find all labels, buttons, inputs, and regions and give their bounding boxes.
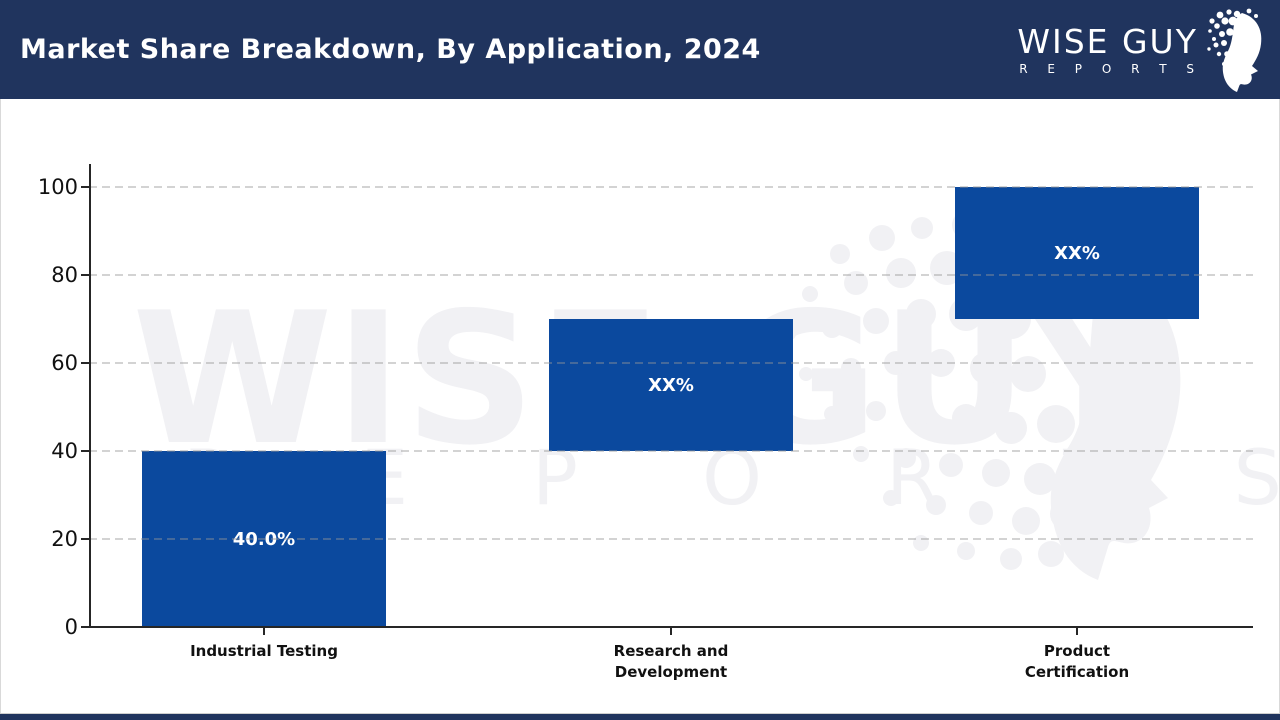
y-tick-mark-20 <box>81 538 89 540</box>
header: Market Share Breakdown, By Application, … <box>0 0 1280 99</box>
y-tick-label-60: 60 <box>51 351 78 375</box>
gridline-100 <box>89 186 1253 188</box>
gridline-60 <box>89 362 1253 364</box>
gridline-20 <box>89 538 1253 540</box>
y-tick-mark-0 <box>81 626 89 628</box>
logo-brand-subtitle: R E P O R T S <box>1019 61 1202 76</box>
x-tick-mark-2 <box>670 628 672 635</box>
y-tick-label-20: 20 <box>51 527 78 551</box>
x-axis-line <box>89 626 1253 628</box>
wiseguy-logo-text: WISE GUY R E P O R T S <box>1013 21 1202 77</box>
x-tick-mark-1 <box>263 628 265 635</box>
y-axis-line <box>89 164 91 628</box>
y-tick-mark-60 <box>81 362 89 364</box>
y-tick-label-40: 40 <box>51 439 78 463</box>
x-tick-label-1: Industrial Testing <box>190 642 338 660</box>
bar-value-label: XX% <box>648 374 694 396</box>
footer-bar <box>0 713 1280 720</box>
logo-brand-name: WISE GUY <box>1017 21 1198 61</box>
bar-value-label: XX% <box>1054 242 1100 264</box>
x-tick-label-3: Product Certification <box>1024 642 1130 681</box>
wiseguy-face-icon <box>1207 8 1262 92</box>
y-tick-label-0: 0 <box>64 615 78 639</box>
y-tick-label-80: 80 <box>51 263 78 287</box>
x-tick-label-2: Research and Development <box>613 642 729 681</box>
gridline-80 <box>89 274 1253 276</box>
y-tick-mark-40 <box>81 450 89 452</box>
y-tick-label-100: 100 <box>37 175 78 199</box>
bar-1: 40.0% <box>142 451 386 627</box>
bar-2: XX% <box>549 319 793 451</box>
gridline-40 <box>89 450 1253 452</box>
page-title: Market Share Breakdown, By Application, … <box>20 34 761 65</box>
y-tick-mark-80 <box>81 274 89 276</box>
bar-3: XX% <box>955 187 1199 319</box>
bar-value-label: 40.0% <box>232 528 296 550</box>
x-tick-mark-3 <box>1076 628 1078 635</box>
y-tick-mark-100 <box>81 186 89 188</box>
wiseguy-logo: WISE GUY R E P O R T S <box>1004 6 1266 94</box>
